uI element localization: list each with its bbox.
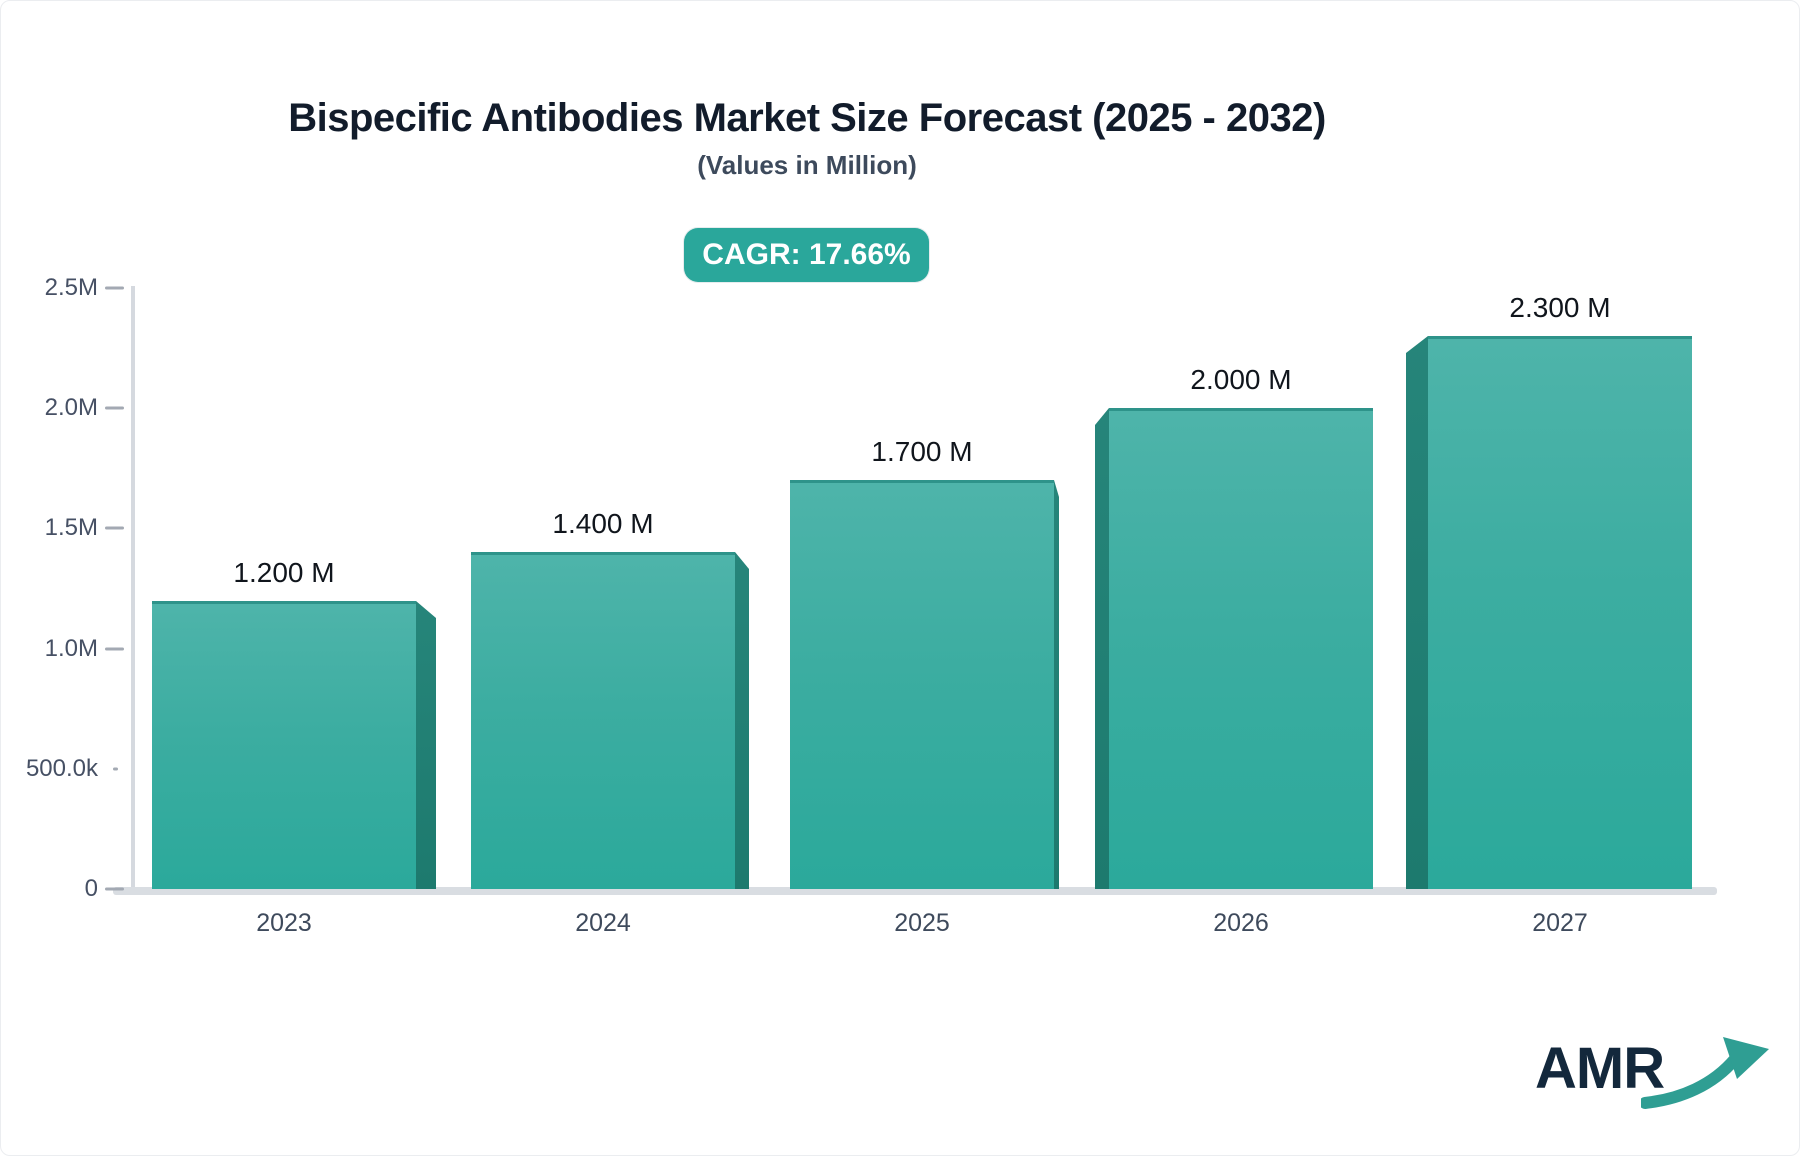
x-axis-label-2025: 2025 bbox=[894, 909, 950, 937]
y-tick-label-0: 0 bbox=[84, 875, 98, 902]
trend-up-arrow-icon bbox=[1639, 1033, 1781, 1116]
x-axis-baseline bbox=[113, 887, 1717, 895]
bar-side-2025 bbox=[1054, 480, 1059, 889]
y-axis-line bbox=[131, 286, 135, 891]
bar-side-2026 bbox=[1095, 408, 1109, 889]
y-tick-label-2.5M: 2.5M bbox=[44, 274, 98, 301]
cagr-badge-label: CAGR: 17.66% bbox=[702, 238, 911, 271]
y-tick-mark-0 bbox=[105, 887, 124, 891]
bar-side-2023 bbox=[416, 601, 436, 889]
bar-2026 bbox=[1109, 408, 1373, 889]
x-axis-label-2023: 2023 bbox=[256, 909, 312, 937]
bar-2025 bbox=[790, 480, 1054, 889]
y-tick-mark-2.0M bbox=[105, 406, 124, 410]
bar-value-label-2025: 1.700 M bbox=[871, 436, 973, 467]
y-tick-mark-1.0M bbox=[105, 647, 124, 651]
bar-side-2024 bbox=[735, 552, 749, 889]
y-tick-label-1.5M: 1.5M bbox=[44, 514, 98, 542]
bar-value-label-2024: 1.400 M bbox=[552, 508, 654, 539]
bar-value-label-2027: 2.300 M bbox=[1509, 292, 1611, 323]
x-axis-label-2026: 2026 bbox=[1213, 909, 1269, 937]
y-tick-label-2.0M: 2.0M bbox=[44, 394, 98, 422]
bar-value-label-2026: 2.000 M bbox=[1190, 364, 1292, 395]
cagr-badge: CAGR: 17.66% bbox=[684, 228, 929, 282]
bar-side-2027 bbox=[1406, 336, 1428, 889]
y-tick-mark-2.5M bbox=[105, 286, 124, 290]
y-tick-label-1.0M: 1.0M bbox=[44, 634, 98, 662]
y-tick-mark-1.5M bbox=[105, 526, 124, 530]
chart-subtitle: (Values in Million) bbox=[697, 150, 917, 180]
bar-value-label-2023: 1.200 M bbox=[233, 557, 335, 588]
x-axis-label-2024: 2024 bbox=[575, 909, 631, 937]
bar-2027 bbox=[1428, 336, 1692, 889]
bar-2024 bbox=[471, 552, 735, 889]
bar-2023 bbox=[152, 601, 416, 889]
x-axis-label-2027: 2027 bbox=[1532, 909, 1588, 937]
y-tick-mark-500.0k bbox=[113, 767, 118, 771]
amr-logo: AMR bbox=[1535, 1027, 1775, 1117]
y-tick-label-500.0k: 500.0k bbox=[25, 754, 98, 782]
amr-logo-text: AMR bbox=[1535, 1036, 1665, 1101]
chart-title: Bispecific Antibodies Market Size Foreca… bbox=[288, 96, 1326, 140]
